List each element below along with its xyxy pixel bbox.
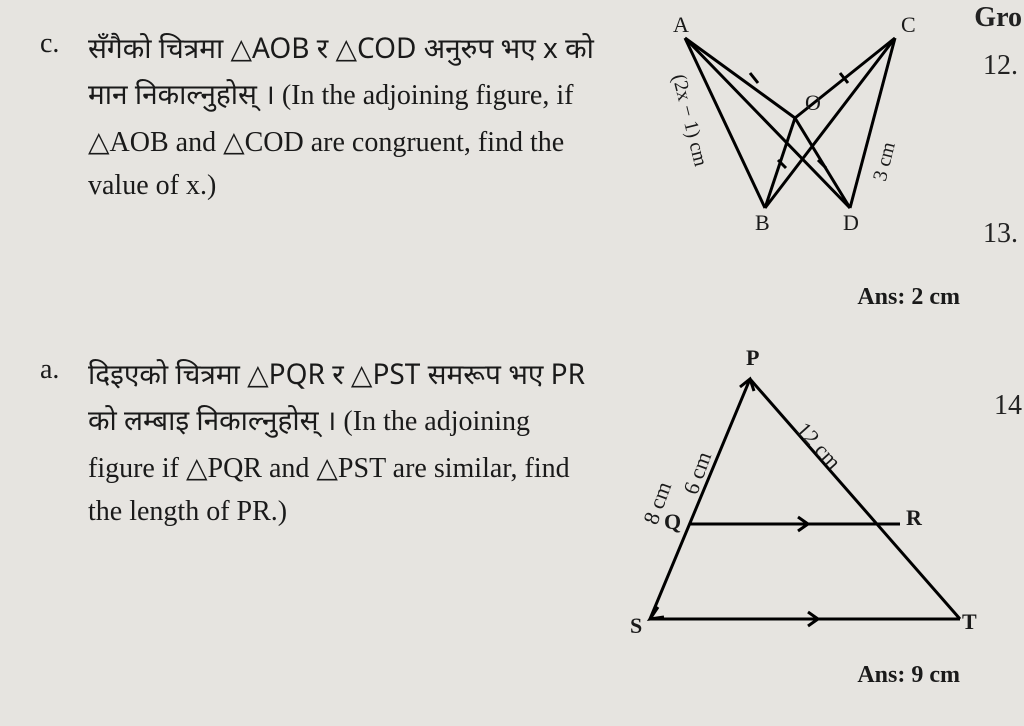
fig-c-label-D: D: [843, 210, 859, 236]
fig-c-label-C: C: [901, 12, 916, 38]
figure-a: P Q R S T 8 cm 6 cm 12 cm: [620, 349, 990, 659]
figure-a-lines: [650, 379, 960, 626]
margin-gro: Gro: [974, 2, 1022, 34]
answer-c: Ans: 2 cm: [700, 284, 960, 311]
answer-a: Ans: 9 cm: [700, 662, 960, 689]
figure-c-lines: [685, 38, 895, 208]
question-c-body: सँगैको चित्रमा △AOB र △COD अनुरुप भए x क…: [60, 28, 620, 208]
question-c-label: c.: [40, 28, 59, 60]
figure-a-svg: [620, 349, 990, 649]
question-a-label: a.: [40, 354, 59, 386]
fig-c-label-O: O: [805, 90, 821, 116]
question-a-body: दिइएको चित्रमा △PQR र △PST समरूप भए PR क…: [60, 354, 600, 534]
fig-c-label-A: A: [673, 12, 689, 38]
fig-a-label-S: S: [630, 613, 642, 639]
margin-13: 13.: [983, 218, 1018, 250]
question-c: c. सँगैको चित्रमा △AOB र △COD अनुरुप भए …: [60, 28, 1004, 328]
fig-a-label-P: P: [746, 345, 759, 371]
figure-c: A C O B D (2x − 1) cm 3 cm: [655, 18, 945, 278]
fig-a-label-T: T: [962, 609, 977, 635]
margin-12: 12.: [983, 50, 1018, 82]
fig-c-label-B: B: [755, 210, 770, 236]
question-a: a. दिइएको चित्रमा △PQR र △PST समरूप भए P…: [60, 354, 1004, 534]
margin-14: 14: [994, 390, 1022, 422]
page: c. सँगैको चित्रमा △AOB र △COD अनुरुप भए …: [0, 0, 1024, 726]
fig-a-label-R: R: [906, 505, 922, 531]
